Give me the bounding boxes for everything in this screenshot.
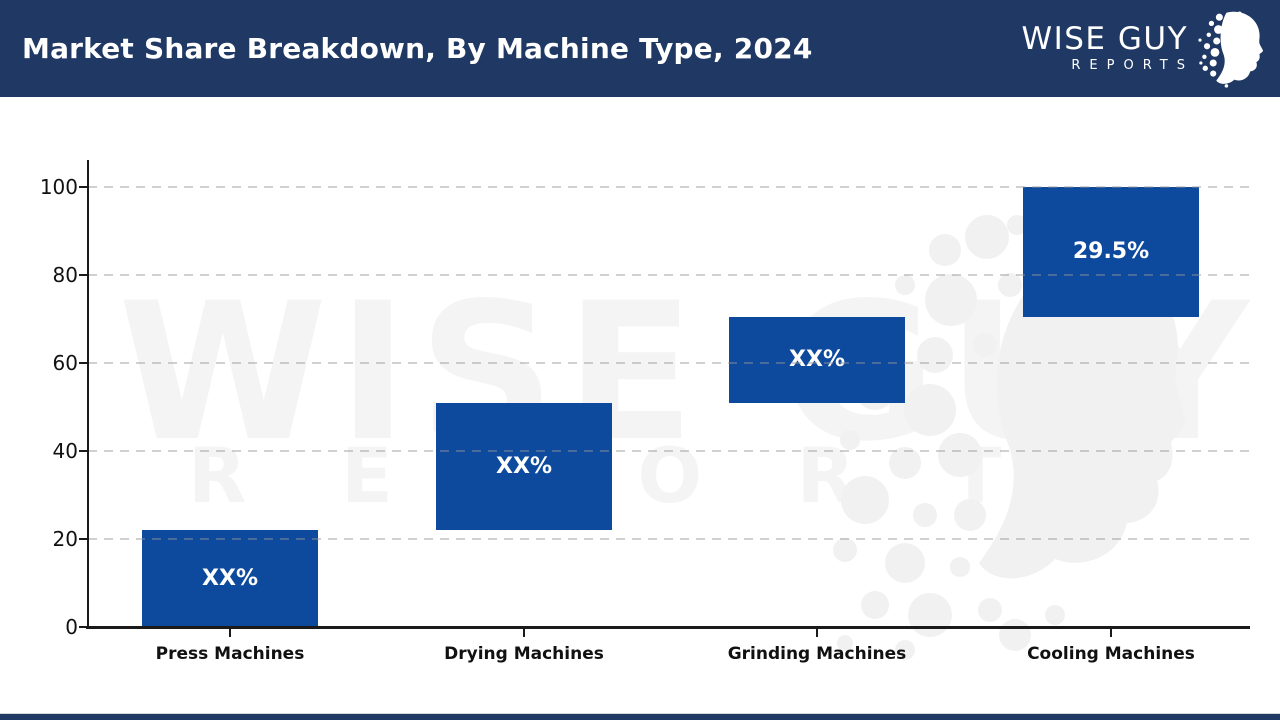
y-axis-tick-label: 20 [52,527,78,551]
wise-guy-reports-logo: WISE GUY REPORTS [1021,8,1266,88]
y-axis-tick-label: 100 [39,175,78,199]
bar: XX% [142,530,318,627]
y-axis-tick [79,626,88,628]
gridline [88,362,1250,364]
y-axis-tick [79,274,88,276]
page-title: Market Share Breakdown, By Machine Type,… [22,32,813,65]
bar-value-label: 29.5% [1072,239,1150,265]
logo-wordmark: WISE GUY [1021,21,1188,58]
y-axis-tick [79,362,88,364]
gridline [88,450,1250,452]
logo-head-icon [1198,11,1263,88]
y-axis-tick [79,538,88,540]
x-axis-tick [816,629,818,637]
bar-value-label: XX% [496,453,552,479]
y-axis-tick [79,450,88,452]
watermark-head-icon [833,203,1185,660]
x-axis-category-label: Cooling Machines [1027,644,1195,664]
logo-subtitle: REPORTS [1071,57,1194,73]
y-axis-tick-label: 80 [52,263,78,287]
x-axis-line [86,626,1250,629]
logo-text: WISE GUY REPORTS [1021,23,1188,73]
y-axis-tick-label: 60 [52,351,78,375]
gridline [88,538,1250,540]
bar-value-label: XX% [202,566,258,592]
x-axis-tick [229,629,231,637]
gridline [88,186,1250,188]
bar: 29.5% [1023,187,1199,317]
y-axis-line [87,160,89,628]
footer-divider [0,713,1280,714]
y-axis-tick-label: 0 [65,615,78,639]
bar: XX% [436,402,612,531]
bar-value-label: XX% [789,347,845,373]
watermark-subtitle: R E P O R T S [188,431,1185,520]
y-axis-tick-label: 40 [52,439,78,463]
bar: XX% [729,316,905,403]
x-axis-tick [1110,629,1112,637]
footer-bar [0,714,1280,720]
gridline [88,274,1250,276]
y-axis-tick [79,186,88,188]
x-axis-category-label: Grinding Machines [727,644,907,664]
x-axis-category-label: Press Machines [155,644,305,664]
header-bar: Market Share Breakdown, By Machine Type,… [0,0,1280,97]
x-axis-tick [523,629,525,637]
x-axis-category-label: Drying Machines [444,644,604,664]
